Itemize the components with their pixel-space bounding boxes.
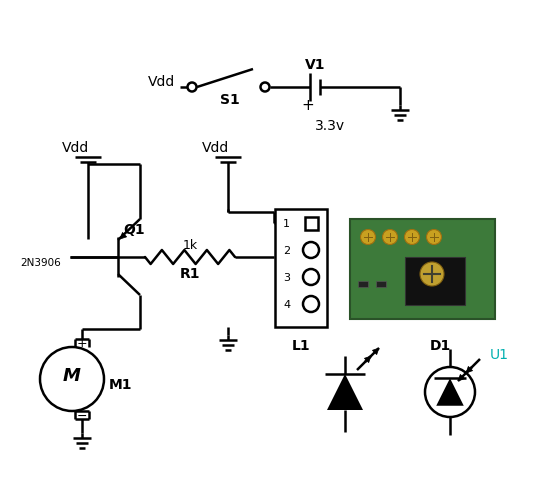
Circle shape (361, 230, 375, 245)
Text: U1: U1 (490, 348, 509, 361)
Text: 1k: 1k (182, 239, 198, 252)
Text: +: + (301, 98, 315, 113)
Polygon shape (466, 367, 472, 373)
Text: R1: R1 (180, 267, 200, 280)
Text: +: + (77, 337, 87, 350)
Text: 3: 3 (283, 272, 290, 283)
Text: Pololu: Pololu (469, 305, 490, 311)
Circle shape (426, 230, 442, 245)
Text: Vdd: Vdd (148, 75, 175, 89)
Text: S1: S1 (220, 93, 240, 107)
Polygon shape (120, 233, 127, 240)
Text: Vdd: Vdd (62, 141, 89, 155)
Text: Vdd: Vdd (202, 141, 229, 155)
Circle shape (383, 230, 397, 245)
Bar (358, 281, 368, 287)
Text: Q1: Q1 (123, 223, 145, 237)
Text: M1: M1 (109, 377, 133, 391)
Text: 2N3906: 2N3906 (20, 257, 61, 268)
Polygon shape (458, 375, 465, 381)
Polygon shape (327, 374, 363, 410)
Bar (376, 281, 386, 287)
Circle shape (420, 262, 444, 287)
Text: L1: L1 (292, 338, 310, 352)
Polygon shape (373, 348, 379, 355)
Polygon shape (436, 378, 464, 406)
Circle shape (404, 230, 420, 245)
Text: D1: D1 (430, 338, 451, 352)
Polygon shape (364, 356, 371, 363)
Text: QTRX: QTRX (360, 298, 379, 304)
Text: M: M (63, 366, 81, 384)
Text: 2: 2 (283, 245, 290, 256)
Bar (405, 257, 465, 305)
Bar (350, 220, 495, 319)
Text: −: − (77, 408, 87, 422)
Text: 3.3v: 3.3v (315, 119, 345, 133)
Text: 4: 4 (283, 300, 290, 309)
Bar (275, 210, 327, 327)
Text: V1: V1 (305, 58, 326, 72)
Text: 1: 1 (283, 219, 290, 228)
Bar (305, 217, 318, 230)
